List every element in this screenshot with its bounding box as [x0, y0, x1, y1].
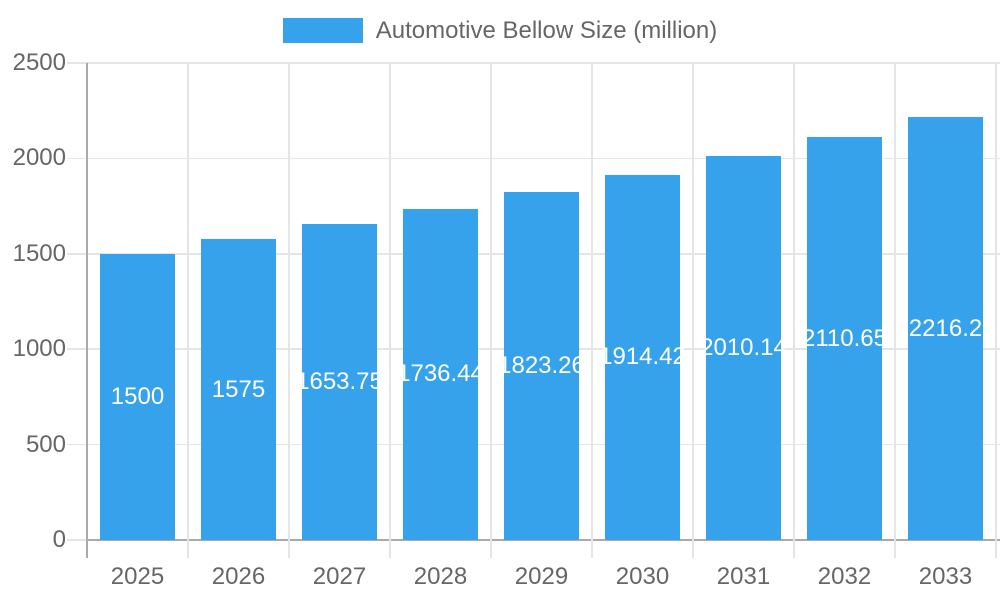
bar-2027[interactable]	[302, 224, 377, 540]
gridline-vertical	[288, 63, 290, 558]
y-axis-tick	[67, 157, 87, 160]
y-axis-tick	[67, 443, 87, 446]
legend-label: Automotive Bellow Size (million)	[375, 17, 718, 44]
y-axis-tick-label: 2500	[12, 49, 66, 76]
x-axis-line	[87, 539, 1000, 541]
y-axis-tick-label: 1500	[12, 239, 66, 267]
legend[interactable]: Automotive Bellow Size (million)	[0, 18, 1000, 43]
bar-2030[interactable]	[605, 174, 680, 540]
gridline-horizontal	[87, 157, 1000, 160]
x-axis-tick-label: 2033	[918, 563, 973, 590]
gridline-vertical	[591, 63, 593, 558]
gridline-horizontal	[87, 62, 1000, 64]
gridline-vertical	[389, 63, 391, 558]
gridline-vertical	[692, 63, 694, 558]
y-axis-tick-label: 0	[52, 526, 66, 553]
gridline-vertical	[894, 63, 896, 558]
bar-2031[interactable]	[706, 156, 781, 540]
x-axis-tick-label: 2028	[413, 563, 468, 590]
bar-2029[interactable]	[504, 192, 579, 540]
y-axis-tick-label: 500	[25, 430, 66, 458]
x-axis-tick-label: 2029	[514, 563, 569, 590]
bar-2028[interactable]	[403, 208, 478, 540]
x-axis-tick-label: 2031	[716, 563, 771, 590]
x-axis-tick-label: 2026	[211, 563, 266, 590]
y-axis-tick	[67, 62, 87, 64]
x-axis-tick-label: 2030	[615, 563, 670, 590]
y-axis-tick	[67, 253, 87, 255]
bar-2025[interactable]	[100, 253, 175, 540]
x-axis-tick-label: 2025	[110, 563, 165, 590]
x-axis-tick-label: 2027	[312, 563, 367, 590]
gridline-vertical	[490, 63, 492, 558]
bar-2033[interactable]	[908, 117, 983, 540]
y-axis-tick-label: 1000	[12, 335, 66, 363]
gridline-vertical	[187, 63, 189, 558]
legend-swatch-icon	[282, 18, 363, 43]
gridline-vertical	[793, 63, 795, 558]
x-axis-tick-label: 2032	[817, 563, 872, 590]
y-axis-tick	[67, 348, 87, 350]
y-axis-line	[86, 63, 88, 558]
bar-2032[interactable]	[807, 137, 882, 540]
bar-2026[interactable]	[201, 239, 276, 540]
y-axis-tick	[67, 539, 87, 541]
gridline-vertical	[995, 63, 997, 558]
y-axis-tick-label: 2000	[12, 144, 66, 172]
